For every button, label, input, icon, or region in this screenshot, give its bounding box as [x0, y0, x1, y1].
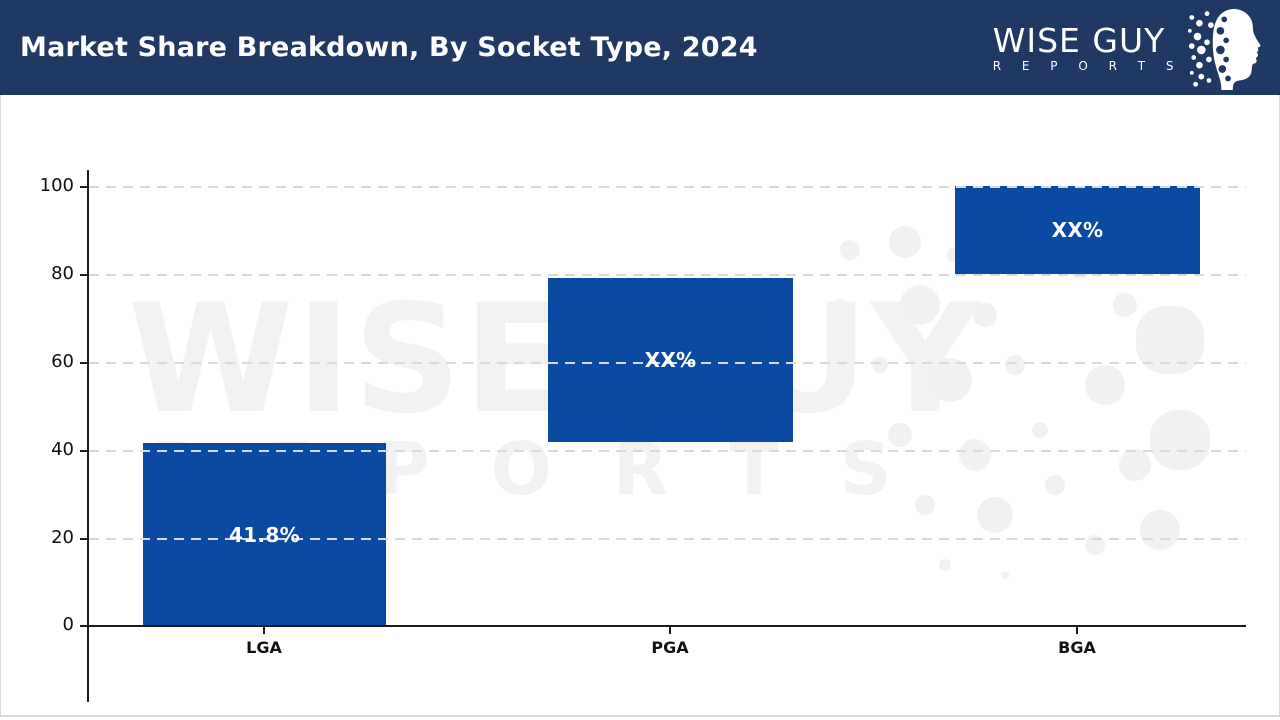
gridline-80	[89, 274, 1246, 276]
y-tick-label-100: 100	[39, 175, 74, 196]
y-tick-60	[80, 362, 87, 364]
page-title: Market Share Breakdown, By Socket Type, …	[20, 32, 758, 63]
page-border-bottom	[0, 715, 1280, 717]
y-axis-line	[87, 170, 89, 702]
y-tick-label-40: 40	[51, 439, 74, 460]
y-tick-0	[80, 625, 87, 627]
logo-wordmark-line1: WISE GUY	[992, 20, 1166, 60]
y-tick-100	[80, 186, 87, 188]
bar-lga: 41.8%	[143, 443, 386, 626]
x-label-bga: BGA	[1058, 638, 1096, 657]
wise-guy-logo: WISE GUY R E P O R T S	[993, 0, 1272, 95]
header: Market Share Breakdown, By Socket Type, …	[0, 0, 1280, 95]
y-tick-40	[80, 450, 87, 452]
y-tick-label-60: 60	[51, 351, 74, 372]
y-tick-label-20: 20	[51, 527, 74, 548]
gridline-100	[89, 186, 1246, 188]
y-tick-20	[80, 538, 87, 540]
gridline-40	[89, 450, 1246, 452]
gridline-60	[89, 362, 1246, 364]
logo-wordmark-line2: R E P O R T S	[992, 58, 1182, 73]
x-label-pga: PGA	[651, 638, 689, 657]
y-tick-label-0: 0	[62, 614, 74, 635]
page-border-left	[0, 95, 1, 717]
x-tick-lga	[263, 627, 265, 634]
bar-lga-value-label: 41.8%	[229, 522, 300, 547]
y-tick-label-80: 80	[51, 263, 74, 284]
bar-pga-value-label: XX%	[644, 348, 697, 372]
bar-pga: XX%	[548, 278, 793, 442]
watermark-face-dots	[840, 240, 860, 260]
logo-face-icon	[1187, 8, 1261, 90]
gridline-20	[89, 538, 1246, 540]
y-tick-80	[80, 274, 87, 276]
x-tick-bga	[1076, 627, 1078, 634]
x-label-lga: LGA	[246, 638, 282, 657]
x-tick-pga	[669, 627, 671, 634]
chart-area: WISE GUY R E P O R T S 41.8% XX% XX% 100	[0, 95, 1280, 720]
bar-bga: XX%	[955, 186, 1200, 274]
bar-bga-value-label: XX%	[1051, 218, 1104, 242]
logo-wordmark: WISE GUY R E P O R T S	[993, 24, 1182, 72]
x-axis-line	[87, 625, 1246, 627]
